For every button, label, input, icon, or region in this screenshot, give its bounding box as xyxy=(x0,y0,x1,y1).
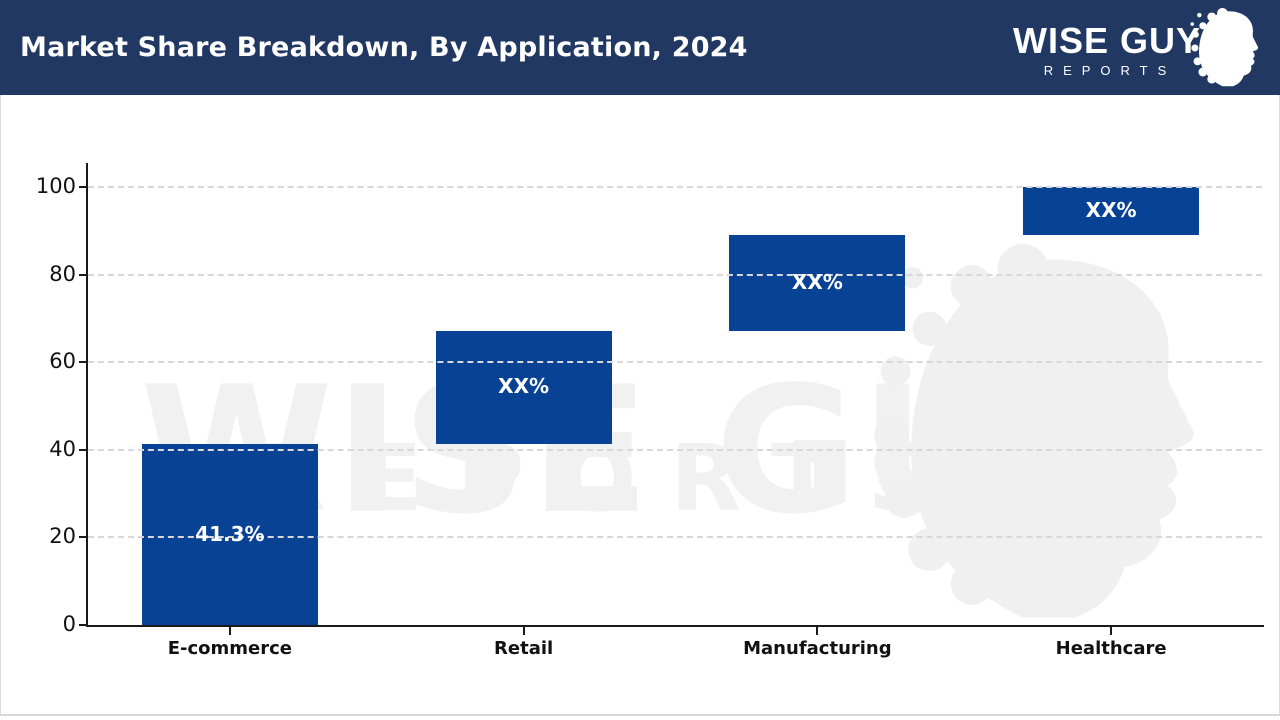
x-tick-label-e-commerce: E-commerce xyxy=(167,638,293,659)
bar-value-label: XX% xyxy=(791,269,843,294)
x-tick-mark xyxy=(522,627,525,635)
page-border-bottom xyxy=(0,714,1280,716)
y-tick-label: 100 xyxy=(35,173,76,198)
gridline-40 xyxy=(88,448,1262,451)
x-tick-mark xyxy=(228,627,231,635)
bar-manufacturing xyxy=(729,234,906,331)
header-bar: Market Share Breakdown, By Application, … xyxy=(0,0,1280,95)
y-tick-label: 0 xyxy=(62,612,76,636)
page-border-left xyxy=(0,95,1,716)
gridline-60 xyxy=(88,361,1262,364)
y-tick-label: 40 xyxy=(49,436,76,461)
y-tick-mark xyxy=(79,448,87,451)
logo-reports-label: REPORTS xyxy=(1043,63,1177,78)
y-tick-label: 80 xyxy=(49,261,76,286)
y-tick-mark xyxy=(79,273,87,276)
x-tick-label-retail: Retail xyxy=(494,638,554,659)
logo-wiseguy-label: WISE GUY xyxy=(1012,20,1202,61)
watermark-face-icon xyxy=(870,243,1194,618)
bar-e-commerce xyxy=(141,444,318,625)
bar-value-label: XX% xyxy=(498,374,550,399)
y-tick-mark xyxy=(79,536,87,539)
x-axis xyxy=(86,625,1264,627)
x-tick-mark xyxy=(1110,627,1113,635)
bar-retail xyxy=(435,330,612,445)
x-tick-mark xyxy=(816,627,819,635)
gridline-20 xyxy=(88,536,1262,539)
y-tick-mark xyxy=(79,624,87,626)
y-tick-mark xyxy=(79,361,87,364)
x-tick-label-healthcare: Healthcare xyxy=(1055,638,1167,659)
page-title: Market Share Breakdown, By Application, … xyxy=(20,32,748,63)
wiseguy-logo-face-icon xyxy=(1190,8,1259,87)
gridline-100 xyxy=(88,185,1262,188)
wiseguy-logo-text: WISE GUY REPORTS xyxy=(1012,20,1202,79)
y-tick-label: 20 xyxy=(49,524,76,549)
watermark: WISE GUY REPORTS xyxy=(0,95,1280,715)
bar-value-label: 41.3% xyxy=(195,521,265,546)
wiseguy-logo: WISE GUY REPORTS xyxy=(1012,6,1262,90)
gridline-80 xyxy=(88,273,1262,276)
y-axis xyxy=(86,163,88,627)
bar-healthcare xyxy=(1023,186,1200,235)
x-tick-label-manufacturing: Manufacturing xyxy=(743,638,892,659)
y-tick-mark xyxy=(79,185,87,188)
y-tick-label: 60 xyxy=(49,349,76,374)
bar-value-label: XX% xyxy=(1085,197,1137,222)
